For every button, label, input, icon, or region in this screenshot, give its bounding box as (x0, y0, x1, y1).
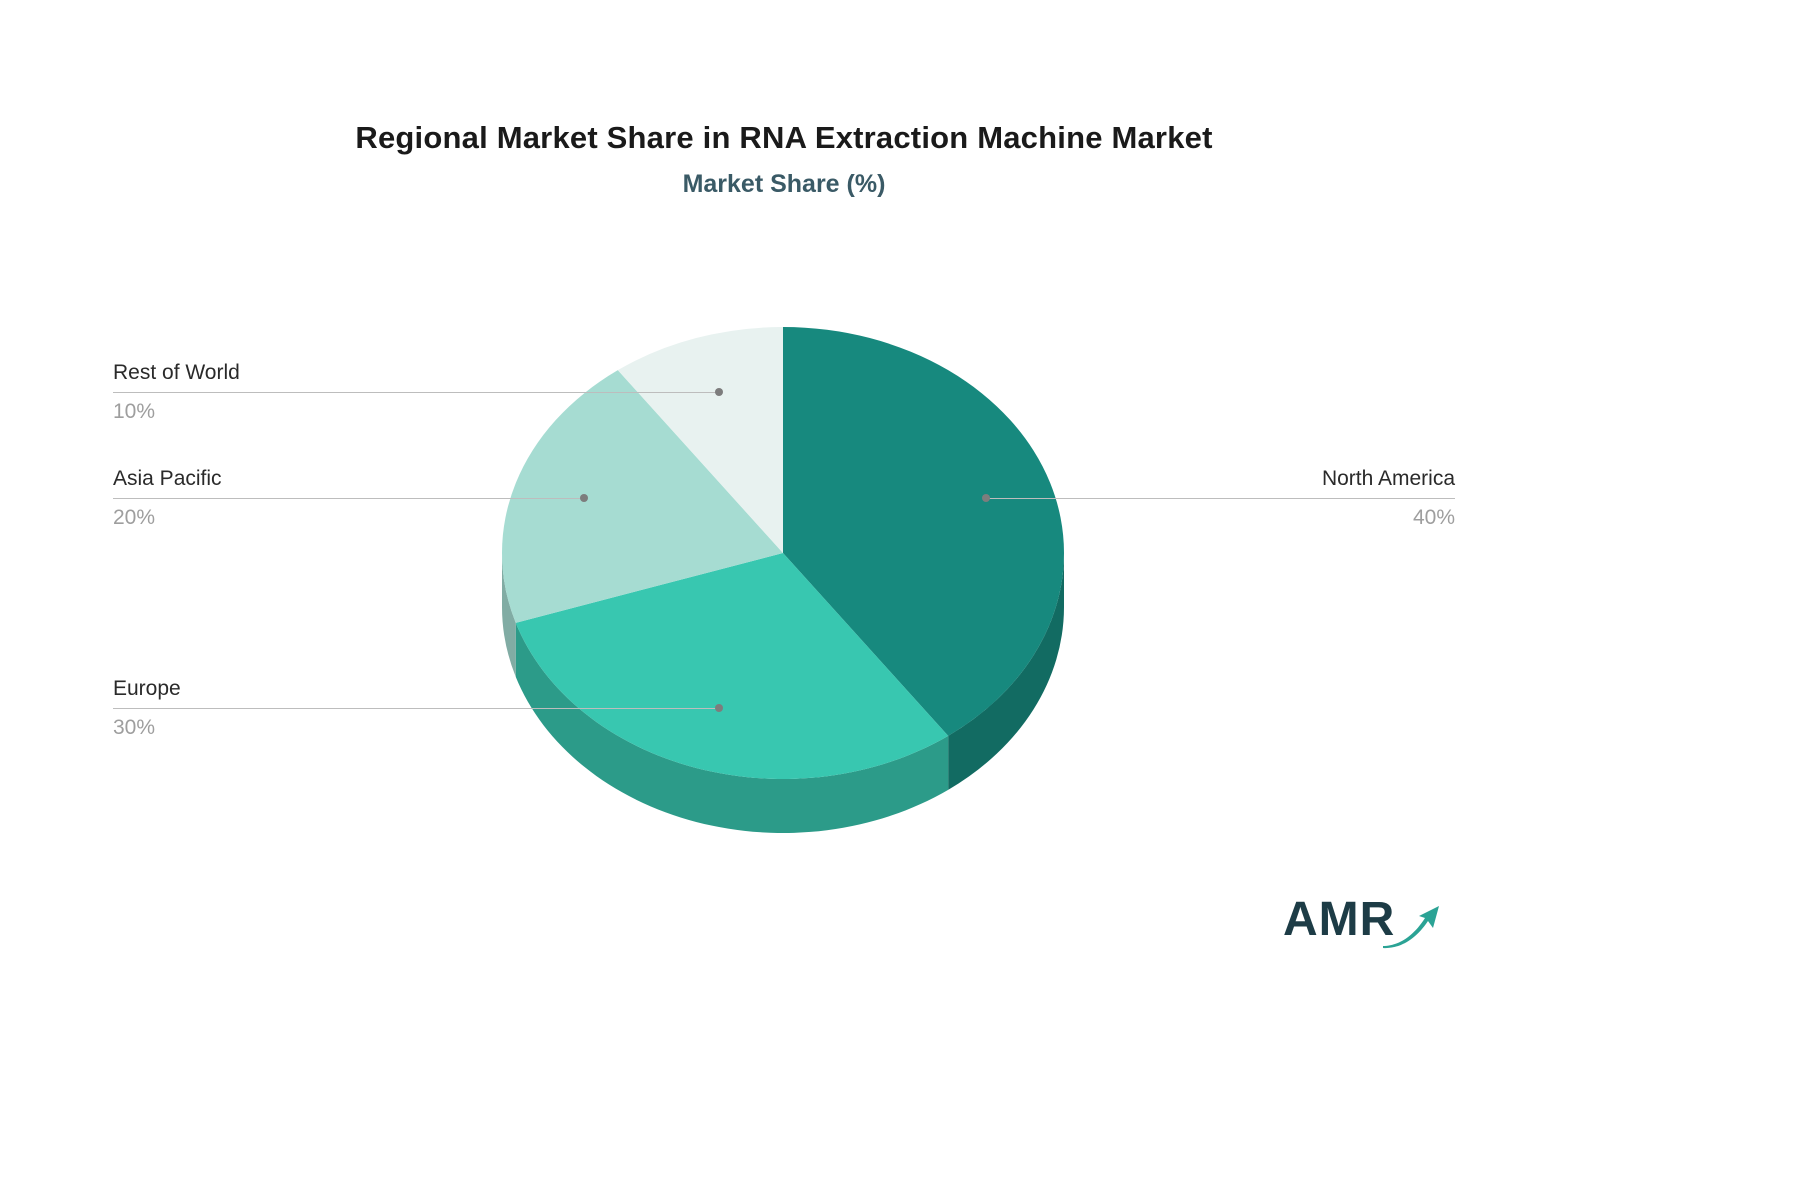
pie-slice-europe-side (515, 622, 949, 834)
pie-slice-europe (515, 553, 949, 780)
amr-logo-text: AMR (1283, 893, 1396, 946)
amr-logo: AMR (1283, 896, 1443, 950)
pie-slice-asia-pacific-side (502, 553, 516, 677)
slice-value-north-america: 40% (1412, 506, 1455, 529)
amr-logo-arrow-icon (1383, 906, 1440, 949)
pie-slice-rest-of-world (617, 327, 783, 553)
slice-label-europe: Europe (113, 677, 181, 700)
leader-dot (580, 494, 588, 502)
leader-line-rest-of-world (113, 388, 723, 396)
leader-line-europe (113, 704, 723, 712)
pie-slice-asia-pacific (501, 370, 783, 623)
leader-dot (982, 494, 990, 502)
leader-dot (715, 388, 723, 396)
leader-line-asia-pacific (113, 494, 588, 502)
pie-slice-north-america (783, 327, 1065, 736)
leader-dot (715, 704, 723, 712)
slice-label-north-america: North America (1321, 467, 1455, 490)
slice-value-rest-of-world: 10% (113, 400, 156, 423)
pie-slice-north-america-side (948, 553, 1064, 790)
slice-value-asia-pacific: 20% (113, 506, 156, 529)
leader-line-north-america (982, 494, 1455, 502)
chart-title: Regional Market Share in RNA Extraction … (355, 120, 1213, 155)
slice-label-asia-pacific: Asia Pacific (113, 467, 222, 490)
slice-label-rest-of-world: Rest of World (113, 361, 240, 384)
chart-subtitle: Market Share (%) (682, 170, 886, 198)
slice-value-europe: 30% (113, 716, 156, 739)
